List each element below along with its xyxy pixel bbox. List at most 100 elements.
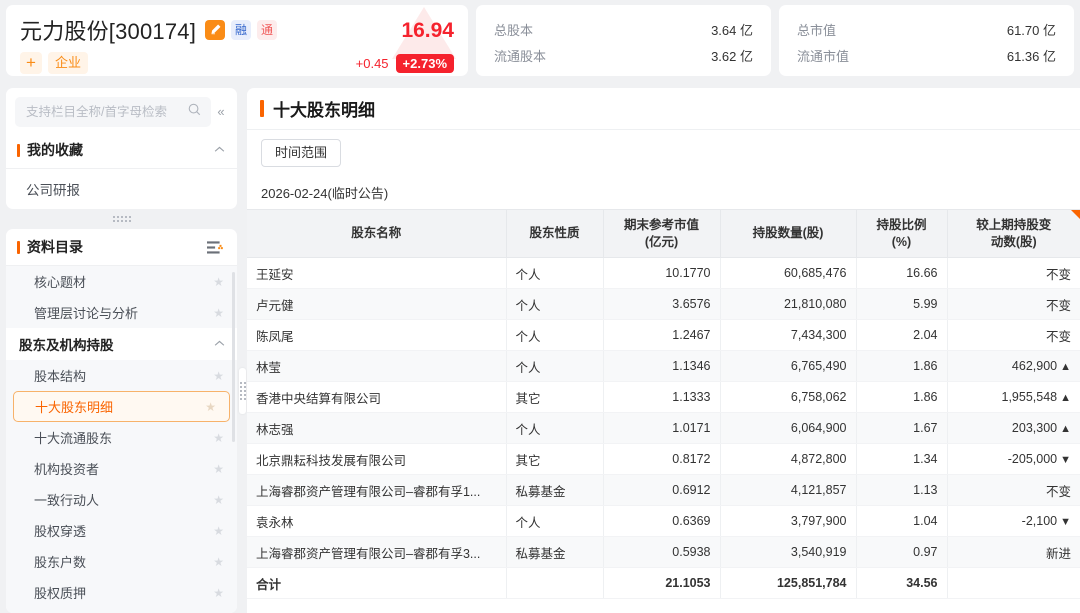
- cell-holding-ratio: 1.34: [856, 443, 948, 475]
- edit-icon[interactable]: [205, 20, 226, 40]
- stat-value: 3.62 亿: [711, 48, 753, 64]
- column-header-change-vs-prior[interactable]: 较上期持股变 动数(股): [947, 209, 1080, 258]
- top-bar: 元力股份[300174] 融 通 16.94 +: [0, 0, 1080, 82]
- change-percent-badge: +2.73%: [395, 53, 454, 73]
- stat-row: 流通股本 3.62 亿: [494, 42, 753, 68]
- table-row[interactable]: 王延安 个人 10.1770 60,685,476 16.66 不变: [247, 257, 1080, 289]
- sidebar-item-company-report[interactable]: 公司研报: [26, 183, 80, 198]
- section-accent-bar: [17, 240, 20, 254]
- cell-holding-ratio: 16.66: [856, 257, 948, 289]
- shareholders-table: 股东名称 股东性质 期末参考市值 (亿元) 持股数量(股) 持股比例 (%): [247, 209, 1080, 599]
- column-header-holding-ratio[interactable]: 持股比例 (%): [856, 209, 948, 258]
- sidebar-group-shareholders[interactable]: 股东及机构持股: [6, 328, 237, 360]
- cell-change: 462,900 ▲: [947, 350, 1080, 382]
- drag-dots-icon: [239, 382, 246, 400]
- star-icon[interactable]: ★: [213, 492, 224, 507]
- sidebar-item-top-ten-shareholders[interactable]: 十大股东明细 ★: [13, 391, 230, 422]
- sidebar-horizontal-resize-handle[interactable]: [6, 209, 237, 229]
- sidebar: « 我的收藏 公司研报 资料目录: [6, 88, 237, 613]
- table-row[interactable]: 香港中央结算有限公司 其它 1.1333 6,758,062 1.86 1,95…: [247, 381, 1080, 413]
- search-icon[interactable]: [187, 102, 202, 122]
- cell-shares-held: 6,064,900: [720, 412, 857, 444]
- search-input[interactable]: [26, 105, 187, 119]
- table-row[interactable]: 袁永林 个人 0.6369 3,797,900 1.04 -2,100 ▼: [247, 505, 1080, 537]
- column-header-market-value[interactable]: 期末参考市值 (亿元): [603, 209, 721, 258]
- star-icon[interactable]: ★: [205, 399, 216, 414]
- column-label: 股东性质: [529, 226, 580, 240]
- connect-badge[interactable]: 通: [257, 20, 278, 40]
- stat-value: 61.70 亿: [1006, 22, 1056, 38]
- sidebar-collapse-button[interactable]: «: [217, 104, 225, 119]
- sidebar-item-equity-pledge[interactable]: 股权质押 ★: [6, 577, 237, 608]
- star-icon[interactable]: ★: [213, 430, 224, 445]
- quote-secondary-row: + 企业 +0.45 +2.73%: [20, 52, 454, 74]
- sidebar-item-institutional-investors[interactable]: 机构投资者 ★: [6, 453, 237, 484]
- star-icon[interactable]: ★: [213, 461, 224, 476]
- catalog-list-options-icon[interactable]: [207, 240, 225, 255]
- cell-market-value: 3.6576: [603, 288, 721, 320]
- star-icon[interactable]: ★: [213, 274, 224, 289]
- sidebar-item-concerted-action-persons[interactable]: 一致行动人 ★: [6, 484, 237, 515]
- star-icon[interactable]: ★: [213, 368, 224, 383]
- cell-shareholder-nature: 个人: [506, 505, 604, 537]
- stat-card-marketcap: 总市值 61.70 亿 流通市值 61.36 亿: [779, 5, 1074, 76]
- column-header-shareholder-name[interactable]: 股东名称: [247, 209, 507, 258]
- stat-row: 总市值 61.70 亿: [797, 16, 1056, 42]
- catalog-section-header: 资料目录: [6, 229, 237, 265]
- sidebar-item-share-structure[interactable]: 股本结构 ★: [6, 360, 237, 391]
- corp-tag[interactable]: 企业: [48, 52, 89, 74]
- sidebar-item-equity-penetration[interactable]: 股权穿透 ★: [6, 515, 237, 546]
- sidebar-item-share-buyback[interactable]: 股票回购 ★: [6, 608, 237, 613]
- sidebar-item-top-ten-float-shareholders[interactable]: 十大流通股东 ★: [6, 422, 237, 453]
- search-box[interactable]: [15, 97, 211, 127]
- cell-market-value: 1.1346: [603, 350, 721, 382]
- column-label: 期末参考市值 (亿元): [623, 217, 699, 249]
- sidebar-vertical-resize-handle[interactable]: [239, 368, 246, 414]
- sidebar-item-shareholder-count[interactable]: 股东户数 ★: [6, 546, 237, 577]
- column-header-shareholder-nature[interactable]: 股东性质: [506, 209, 604, 258]
- cell-market-value: 0.6369: [603, 505, 721, 537]
- arrow-down-icon: ▼: [1060, 516, 1071, 528]
- cell-shares-held: 4,872,800: [720, 443, 857, 475]
- cell-holding-ratio: 1.04: [856, 505, 948, 537]
- table-row[interactable]: 陈凤尾 个人 1.2467 7,434,300 2.04 不变: [247, 319, 1080, 351]
- cell-change: 不变: [947, 474, 1080, 506]
- table-row[interactable]: 上海睿郡资产管理有限公司–睿郡有孚1... 私募基金 0.6912 4,121,…: [247, 474, 1080, 506]
- table-row[interactable]: 卢元健 个人 3.6576 21,810,080 5.99 不变: [247, 288, 1080, 320]
- chevron-up-icon[interactable]: [214, 338, 225, 350]
- star-icon[interactable]: ★: [213, 305, 224, 320]
- star-icon[interactable]: ★: [213, 585, 224, 600]
- column-header-shares-held[interactable]: 持股数量(股): [720, 209, 857, 258]
- favorites-section-header[interactable]: 我的收藏: [6, 132, 237, 168]
- margin-trading-badge[interactable]: 融: [231, 20, 252, 40]
- table-row[interactable]: 林莹 个人 1.1346 6,765,490 1.86 462,900 ▲: [247, 350, 1080, 382]
- sidebar-scrollbar[interactable]: [232, 272, 235, 442]
- cell-holding-ratio: 1.67: [856, 412, 948, 444]
- price-block: 16.94: [401, 19, 454, 42]
- sidebar-item-core-topics[interactable]: 核心题材 ★: [6, 266, 237, 297]
- chevron-up-icon[interactable]: [214, 144, 225, 156]
- stat-label: 流通市值: [797, 48, 850, 64]
- cell-holding-ratio: 1.86: [856, 350, 948, 382]
- sidebar-item-label: 管理层讨论与分析: [34, 306, 139, 321]
- column-label: 股东名称: [351, 226, 402, 240]
- star-icon[interactable]: ★: [213, 523, 224, 538]
- cell-holding-ratio: 5.99: [856, 288, 948, 320]
- cell-market-value: 1.2467: [603, 319, 721, 351]
- sidebar-item-management-discussion[interactable]: 管理层讨论与分析 ★: [6, 297, 237, 328]
- sidebar-group-label: 股东及机构持股: [19, 338, 114, 353]
- stat-card-shares: 总股本 3.64 亿 流通股本 3.62 亿: [476, 5, 771, 76]
- sidebar-item-label: 股权穿透: [34, 524, 87, 539]
- star-icon[interactable]: ★: [213, 554, 224, 569]
- cell-shareholder-nature: 其它: [506, 381, 604, 413]
- cell-shareholder-name: 北京鼎耘科技发展有限公司: [247, 443, 507, 475]
- table-row[interactable]: 林志强 个人 1.0171 6,064,900 1.67 203,300 ▲: [247, 412, 1080, 444]
- table-row[interactable]: 上海睿郡资产管理有限公司–睿郡有孚3... 私募基金 0.5938 3,540,…: [247, 536, 1080, 568]
- cell-shares-held: 7,434,300: [720, 319, 857, 351]
- add-icon[interactable]: +: [20, 52, 42, 74]
- time-range-button[interactable]: 时间范围: [261, 138, 342, 167]
- favorites-title: 我的收藏: [27, 142, 83, 158]
- table-row[interactable]: 北京鼎耘科技发展有限公司 其它 0.8172 4,872,800 1.34 -2…: [247, 443, 1080, 475]
- table-header-row: 股东名称 股东性质 期末参考市值 (亿元) 持股数量(股) 持股比例 (%): [247, 209, 1080, 258]
